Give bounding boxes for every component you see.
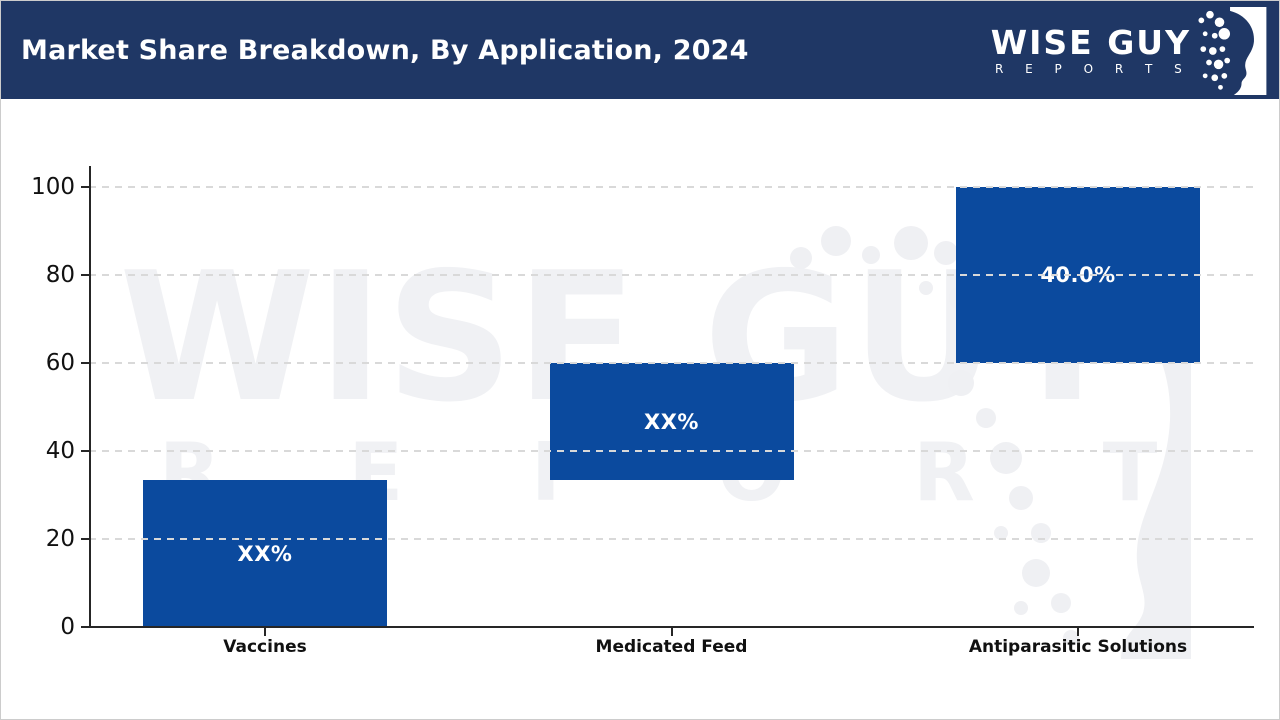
y-gridline <box>89 274 1254 276</box>
brand-logo-text: WISE GUY R E P O R T S <box>990 22 1191 77</box>
chart-plot-area: XX% XX% 40.0% 0 20 40 60 80 100 Vaccines Medicate… <box>1 99 1279 719</box>
bar-segment-vaccines: XX% <box>143 480 387 627</box>
y-gridline <box>89 538 1254 540</box>
x-category-label: Medicated Feed <box>595 637 748 657</box>
x-category-label: Vaccines <box>223 637 307 657</box>
y-tick-mark <box>81 538 89 540</box>
y-tick-label: 80 <box>45 262 75 288</box>
bar-segment-medicated-feed: XX% <box>549 363 794 481</box>
brand-logo: WISE GUY R E P O R T S <box>991 7 1267 95</box>
y-tick-label: 20 <box>45 526 75 552</box>
y-tick-label: 40 <box>45 438 75 464</box>
page-title: Market Share Breakdown, By Application, … <box>21 34 749 66</box>
bar-value-label: XX% <box>237 541 293 566</box>
y-tick-mark <box>81 450 89 452</box>
x-tick-mark <box>1077 628 1079 636</box>
y-tick-label: 60 <box>45 350 75 376</box>
y-tick-label: 100 <box>31 174 75 200</box>
brand-logo-subtitle: R E P O R T S <box>994 62 1191 77</box>
bar-value-label: XX% <box>644 409 699 434</box>
x-tick-mark <box>264 628 266 636</box>
y-tick-label: 0 <box>60 614 75 640</box>
x-axis-line <box>89 626 1254 628</box>
y-tick-mark <box>81 362 89 364</box>
y-axis-line <box>89 166 91 627</box>
x-category-label: Antiparasitic Solutions <box>968 637 1188 657</box>
x-tick-mark <box>670 628 673 636</box>
y-tick-mark <box>81 186 89 188</box>
face-profile-icon <box>1198 7 1267 95</box>
y-gridline <box>89 186 1254 188</box>
y-tick-mark <box>81 626 89 628</box>
y-gridline <box>89 450 1254 452</box>
brand-logo-name: WISE GUY <box>990 22 1191 62</box>
y-gridline <box>89 362 1254 364</box>
y-tick-mark <box>81 274 89 276</box>
header-band: Market Share Breakdown, By Application, … <box>1 1 1279 99</box>
